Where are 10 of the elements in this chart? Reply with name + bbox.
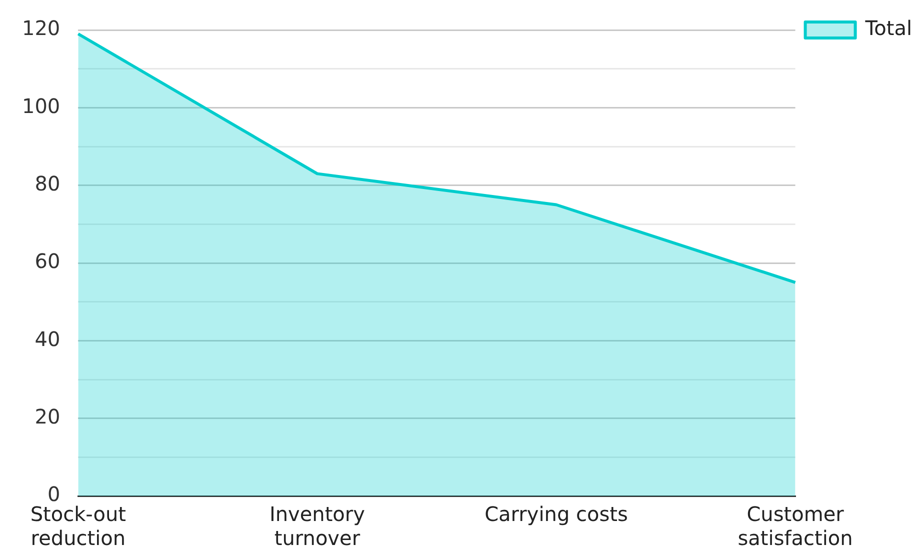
x-tick-label: Customer satisfaction [738, 502, 853, 550]
x-tick-label: Inventory turnover [269, 502, 366, 550]
y-tick-label: 100 [22, 94, 60, 118]
y-tick-label: 80 [34, 172, 60, 196]
y-tick-label: 60 [34, 249, 60, 274]
y-tick-label: 120 [22, 16, 60, 40]
y-tick-label: 40 [34, 326, 60, 351]
y-tick-label: 20 [34, 404, 60, 429]
x-tick-label: Carrying costs [484, 502, 628, 526]
legend-label: Total [864, 16, 912, 40]
